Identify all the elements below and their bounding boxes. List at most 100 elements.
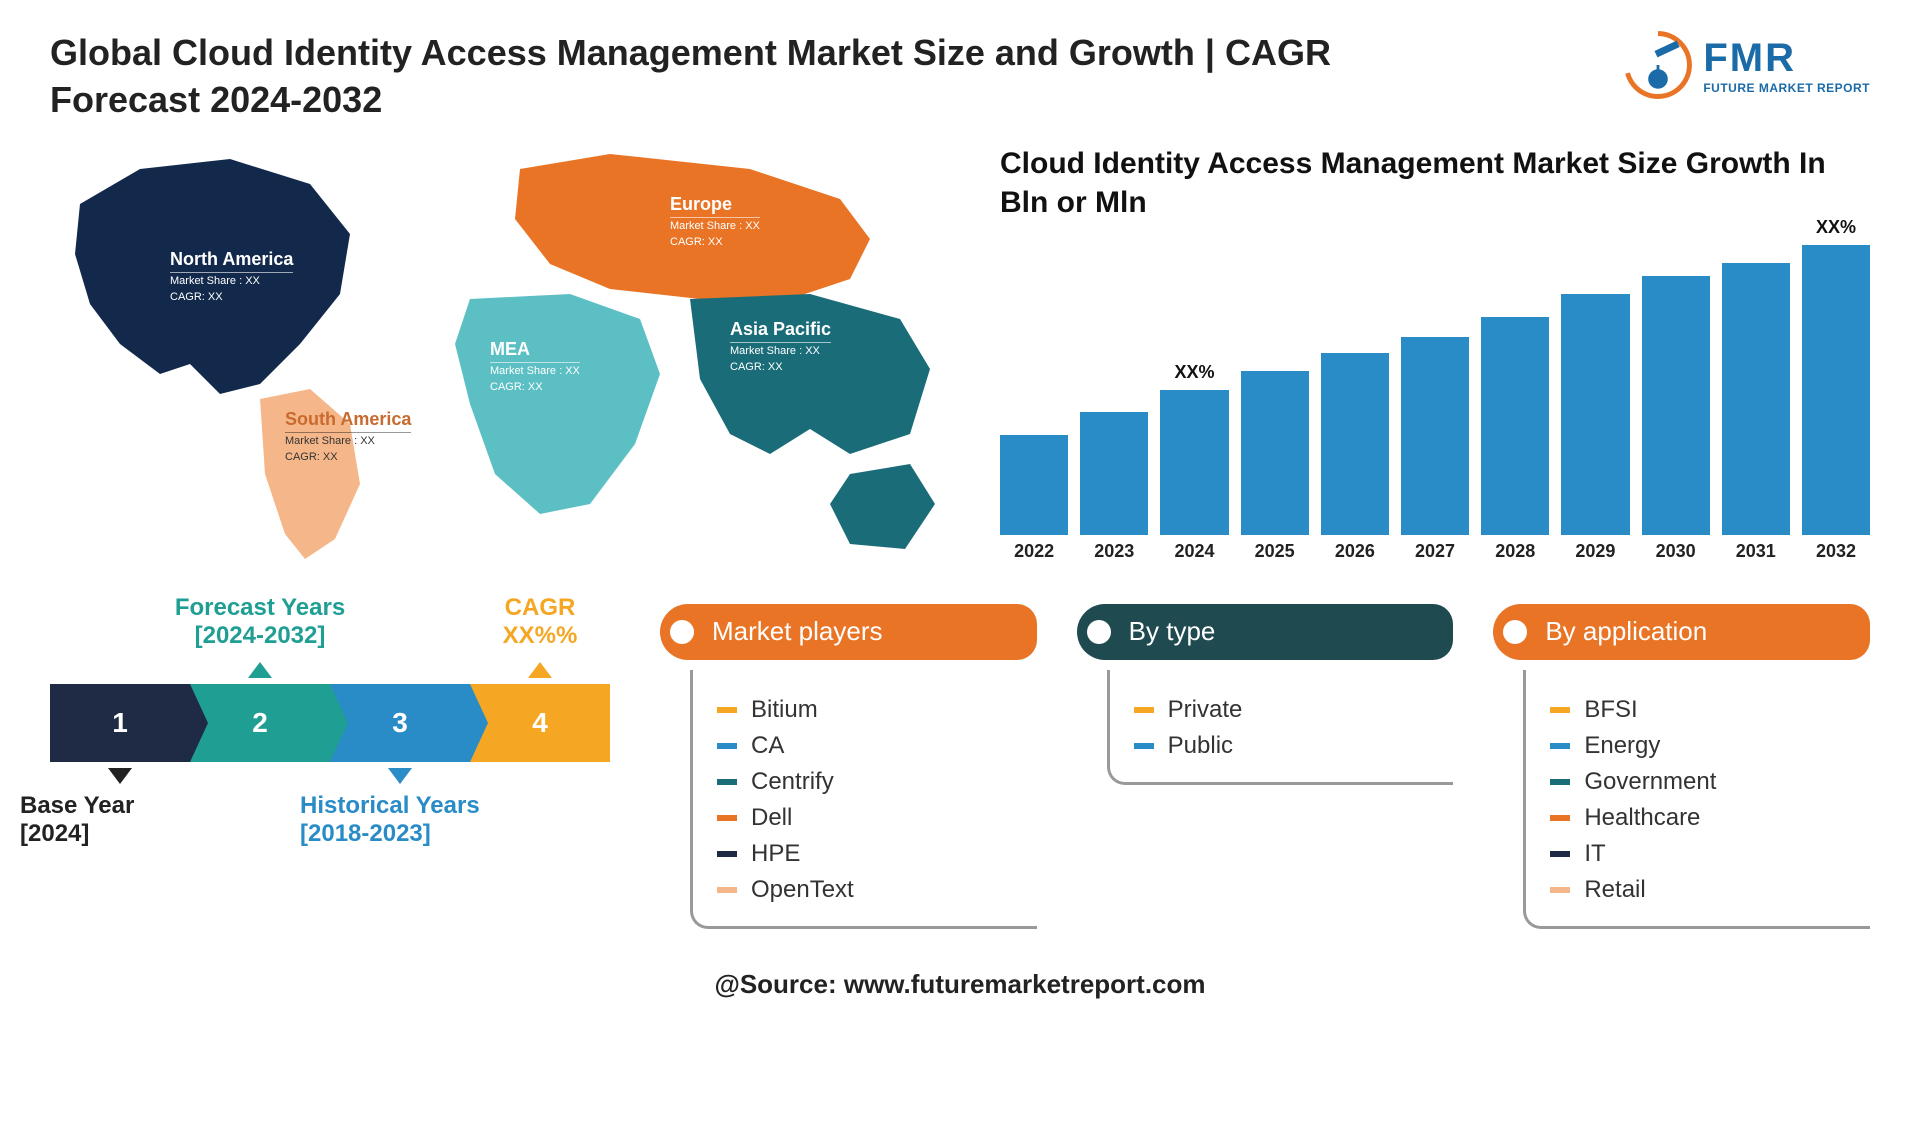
tick-icon (1550, 707, 1570, 713)
list-item: Public (1134, 732, 1444, 760)
source-attribution: @Source: www.futuremarketreport.com (50, 969, 1870, 1000)
bar-annotation: XX% (1816, 217, 1856, 238)
timeline-segment: 2 (190, 684, 330, 762)
bar-annotation: XX% (1174, 362, 1214, 383)
chart-bar: 2026 (1321, 353, 1389, 561)
bar-rect (1160, 390, 1228, 535)
bar-rect (1722, 263, 1790, 535)
tick-icon (717, 815, 737, 821)
list-item: Centrify (717, 768, 1027, 796)
timeline-segment: 3 (330, 684, 470, 762)
bar-year-label: 2031 (1736, 541, 1776, 562)
tick-icon (1550, 779, 1570, 785)
chart-bar: XX%2024 (1160, 390, 1228, 562)
category-header: Market players (660, 604, 1037, 660)
timeline-bottom-label: Base Year[2024] (20, 792, 230, 850)
tick-icon (1550, 851, 1570, 857)
tick-icon (1134, 743, 1154, 749)
world-map: North America Market Share : XX CAGR: XX… (50, 144, 950, 564)
label-mea: MEA Market Share : XX CAGR: XX (490, 339, 580, 393)
list-item-text: IT (1584, 840, 1605, 868)
bar-rect (1561, 294, 1629, 534)
tick-icon (1550, 743, 1570, 749)
bar-rect (1481, 317, 1549, 535)
growth-chart: Cloud Identity Access Management Market … (980, 144, 1870, 564)
timeline-bar: 1234 (50, 684, 610, 762)
region-mea (455, 294, 660, 514)
list-item-text: BFSI (1584, 696, 1637, 724)
tick-icon (717, 851, 737, 857)
header: Global Cloud Identity Access Management … (50, 30, 1870, 124)
list-item: CA (717, 732, 1027, 760)
tick-icon (717, 779, 737, 785)
category-column: Market players Bitium CA Centrify Dell H… (660, 604, 1037, 929)
timeline-bottom-label: Historical Years[2018-2023] (300, 792, 510, 850)
bar-rect (1000, 435, 1068, 535)
timeline-top-label: Forecast Years[2024-2032] (170, 594, 350, 652)
logo-text: FMR (1703, 36, 1870, 81)
telescope-icon (1623, 30, 1693, 100)
timeline-top-label: CAGRXX%% (450, 594, 630, 652)
category-list: Bitium CA Centrify Dell HPE OpenText (690, 670, 1037, 929)
list-item-text: CA (751, 732, 784, 760)
chart-bar: XX%2032 (1802, 245, 1870, 562)
list-item-text: HPE (751, 840, 800, 868)
bar-rect (1802, 245, 1870, 535)
list-item: Private (1134, 696, 1444, 724)
list-item-text: Healthcare (1584, 804, 1700, 832)
list-item: Healthcare (1550, 804, 1860, 832)
bar-rect (1321, 353, 1389, 534)
list-item: IT (1550, 840, 1860, 868)
page-title: Global Cloud Identity Access Management … (50, 30, 1450, 124)
tick-icon (1550, 887, 1570, 893)
bar-rect (1080, 412, 1148, 534)
list-item-text: Bitium (751, 696, 818, 724)
bar-year-label: 2029 (1575, 541, 1615, 562)
dot-icon (1087, 620, 1111, 644)
bar-year-label: 2026 (1335, 541, 1375, 562)
timeline: Forecast Years[2024-2032]CAGRXX%% 1234 B… (50, 604, 610, 882)
triangle-down-icon (388, 768, 412, 784)
list-item: HPE (717, 840, 1027, 868)
category-list: BFSI Energy Government Healthcare IT Ret… (1523, 670, 1870, 929)
bar-year-label: 2023 (1094, 541, 1134, 562)
chart-bar: 2029 (1561, 294, 1629, 561)
bar-rect (1401, 337, 1469, 535)
category-header-text: Market players (712, 616, 883, 647)
chart-bar: 2025 (1241, 371, 1309, 561)
chart-bar: 2030 (1642, 276, 1710, 561)
list-item: BFSI (1550, 696, 1860, 724)
list-item: OpenText (717, 876, 1027, 904)
bar-year-label: 2022 (1014, 541, 1054, 562)
list-item: Dell (717, 804, 1027, 832)
list-item-text: Centrify (751, 768, 834, 796)
list-item: Government (1550, 768, 1860, 796)
bar-year-label: 2030 (1656, 541, 1696, 562)
chart-bar: 2027 (1401, 337, 1469, 562)
bar-year-label: 2032 (1816, 541, 1856, 562)
category-header: By application (1493, 604, 1870, 660)
chart-bar: 2028 (1481, 317, 1549, 562)
list-item-text: Public (1168, 732, 1233, 760)
tick-icon (717, 743, 737, 749)
tick-icon (1550, 815, 1570, 821)
brand-logo: FMR FUTURE MARKET REPORT (1623, 30, 1870, 100)
label-north-america: North America Market Share : XX CAGR: XX (170, 249, 293, 303)
category-header: By type (1077, 604, 1454, 660)
bar-rect (1642, 276, 1710, 534)
tick-icon (1134, 707, 1154, 713)
list-item: Retail (1550, 876, 1860, 904)
list-item-text: OpenText (751, 876, 854, 904)
bar-rect (1241, 371, 1309, 534)
label-south-america: South America Market Share : XX CAGR: XX (285, 409, 411, 463)
category-column: By type Private Public (1077, 604, 1454, 929)
label-asia-pacific: Asia Pacific Market Share : XX CAGR: XX (730, 319, 831, 373)
list-item-text: Private (1168, 696, 1243, 724)
bar-year-label: 2025 (1255, 541, 1295, 562)
category-column: By application BFSI Energy Government He… (1493, 604, 1870, 929)
logo-subtext: FUTURE MARKET REPORT (1703, 81, 1870, 95)
bar-year-label: 2024 (1174, 541, 1214, 562)
label-europe: Europe Market Share : XX CAGR: XX (670, 194, 760, 248)
category-header-text: By type (1129, 616, 1216, 647)
tick-icon (717, 707, 737, 713)
